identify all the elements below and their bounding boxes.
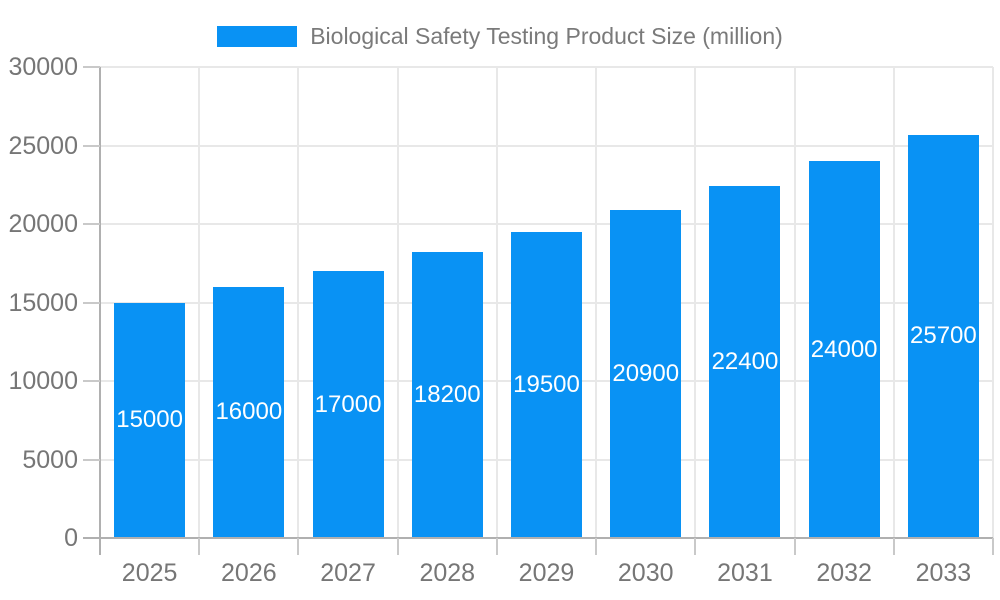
legend-label: Biological Safety Testing Product Size (… xyxy=(310,23,783,49)
y-tick-label: 25000 xyxy=(8,131,78,160)
bar: 19500 xyxy=(511,231,582,538)
bar: 16000 xyxy=(213,286,285,538)
x-tick-label: 2027 xyxy=(320,559,376,587)
h-gridline xyxy=(100,223,993,225)
x-tick-mark xyxy=(694,538,697,555)
bar-value-label: 17000 xyxy=(314,390,382,418)
x-tick-label: 2026 xyxy=(221,559,277,587)
bar: 22400 xyxy=(709,186,781,538)
v-gridline xyxy=(396,67,399,538)
x-axis-line xyxy=(83,537,993,539)
x-tick-mark xyxy=(892,538,895,555)
y-tick-mark xyxy=(83,223,100,225)
y-tick-label: 30000 xyxy=(8,53,78,81)
bar: 20900 xyxy=(610,209,682,538)
y-tick-label: 20000 xyxy=(8,210,78,238)
v-gridline xyxy=(793,67,796,538)
h-gridline xyxy=(100,144,993,147)
v-gridline xyxy=(297,67,300,538)
chart-legend[interactable]: Biological Safety Testing Product Size (… xyxy=(0,22,1000,50)
y-tick-label: 5000 xyxy=(22,445,78,474)
y-axis-line xyxy=(99,67,101,555)
x-tick-mark xyxy=(495,538,498,555)
x-tick-label: 2031 xyxy=(717,559,773,587)
bar-value-label: 24000 xyxy=(810,335,878,363)
bar: 24000 xyxy=(808,161,880,538)
plot-area: 15000 16000 17000 18200 19500 20900 22400 24000… xyxy=(100,66,994,538)
y-tick-label: 0 xyxy=(64,524,78,552)
bar: 15000 xyxy=(114,302,186,538)
x-tick-label: 2028 xyxy=(419,559,476,587)
bar: 17000 xyxy=(312,271,384,538)
x-tick-mark xyxy=(595,538,598,555)
v-gridline xyxy=(198,67,201,538)
bar-value-label: 16000 xyxy=(215,398,283,426)
h-gridline xyxy=(100,66,993,68)
x-tick-label: 2025 xyxy=(121,559,178,587)
bar-value-label: 25700 xyxy=(910,322,977,350)
bar: 18200 xyxy=(411,252,483,538)
y-tick-label: 10000 xyxy=(8,367,78,395)
v-gridline xyxy=(595,67,598,538)
x-tick-label: 2032 xyxy=(816,559,872,587)
bar: 25700 xyxy=(907,134,979,538)
x-tick-label: 2029 xyxy=(518,559,575,587)
x-tick-label: 2030 xyxy=(617,559,674,587)
x-tick-mark xyxy=(793,538,796,555)
y-tick-label: 15000 xyxy=(8,288,78,317)
x-tick-label: 2033 xyxy=(915,559,972,587)
x-tick-mark xyxy=(297,538,300,555)
y-tick-mark xyxy=(83,458,100,461)
v-gridline xyxy=(495,67,498,538)
v-gridline xyxy=(892,67,895,538)
bar-value-label: 22400 xyxy=(711,348,779,376)
y-tick-mark xyxy=(83,380,100,382)
bar-value-label: 18200 xyxy=(413,381,481,409)
x-tick-mark xyxy=(992,538,994,555)
y-tick-mark xyxy=(83,66,100,68)
x-tick-mark xyxy=(198,538,201,555)
y-tick-mark xyxy=(83,301,100,304)
bar-value-label: 19500 xyxy=(513,370,580,398)
v-gridline xyxy=(694,67,697,538)
legend-swatch xyxy=(217,25,298,47)
bar-value-label: 20900 xyxy=(612,359,680,387)
y-tick-mark xyxy=(83,144,100,147)
x-tick-mark xyxy=(396,538,399,555)
v-gridline xyxy=(992,67,994,538)
bar-value-label: 15000 xyxy=(116,406,183,434)
